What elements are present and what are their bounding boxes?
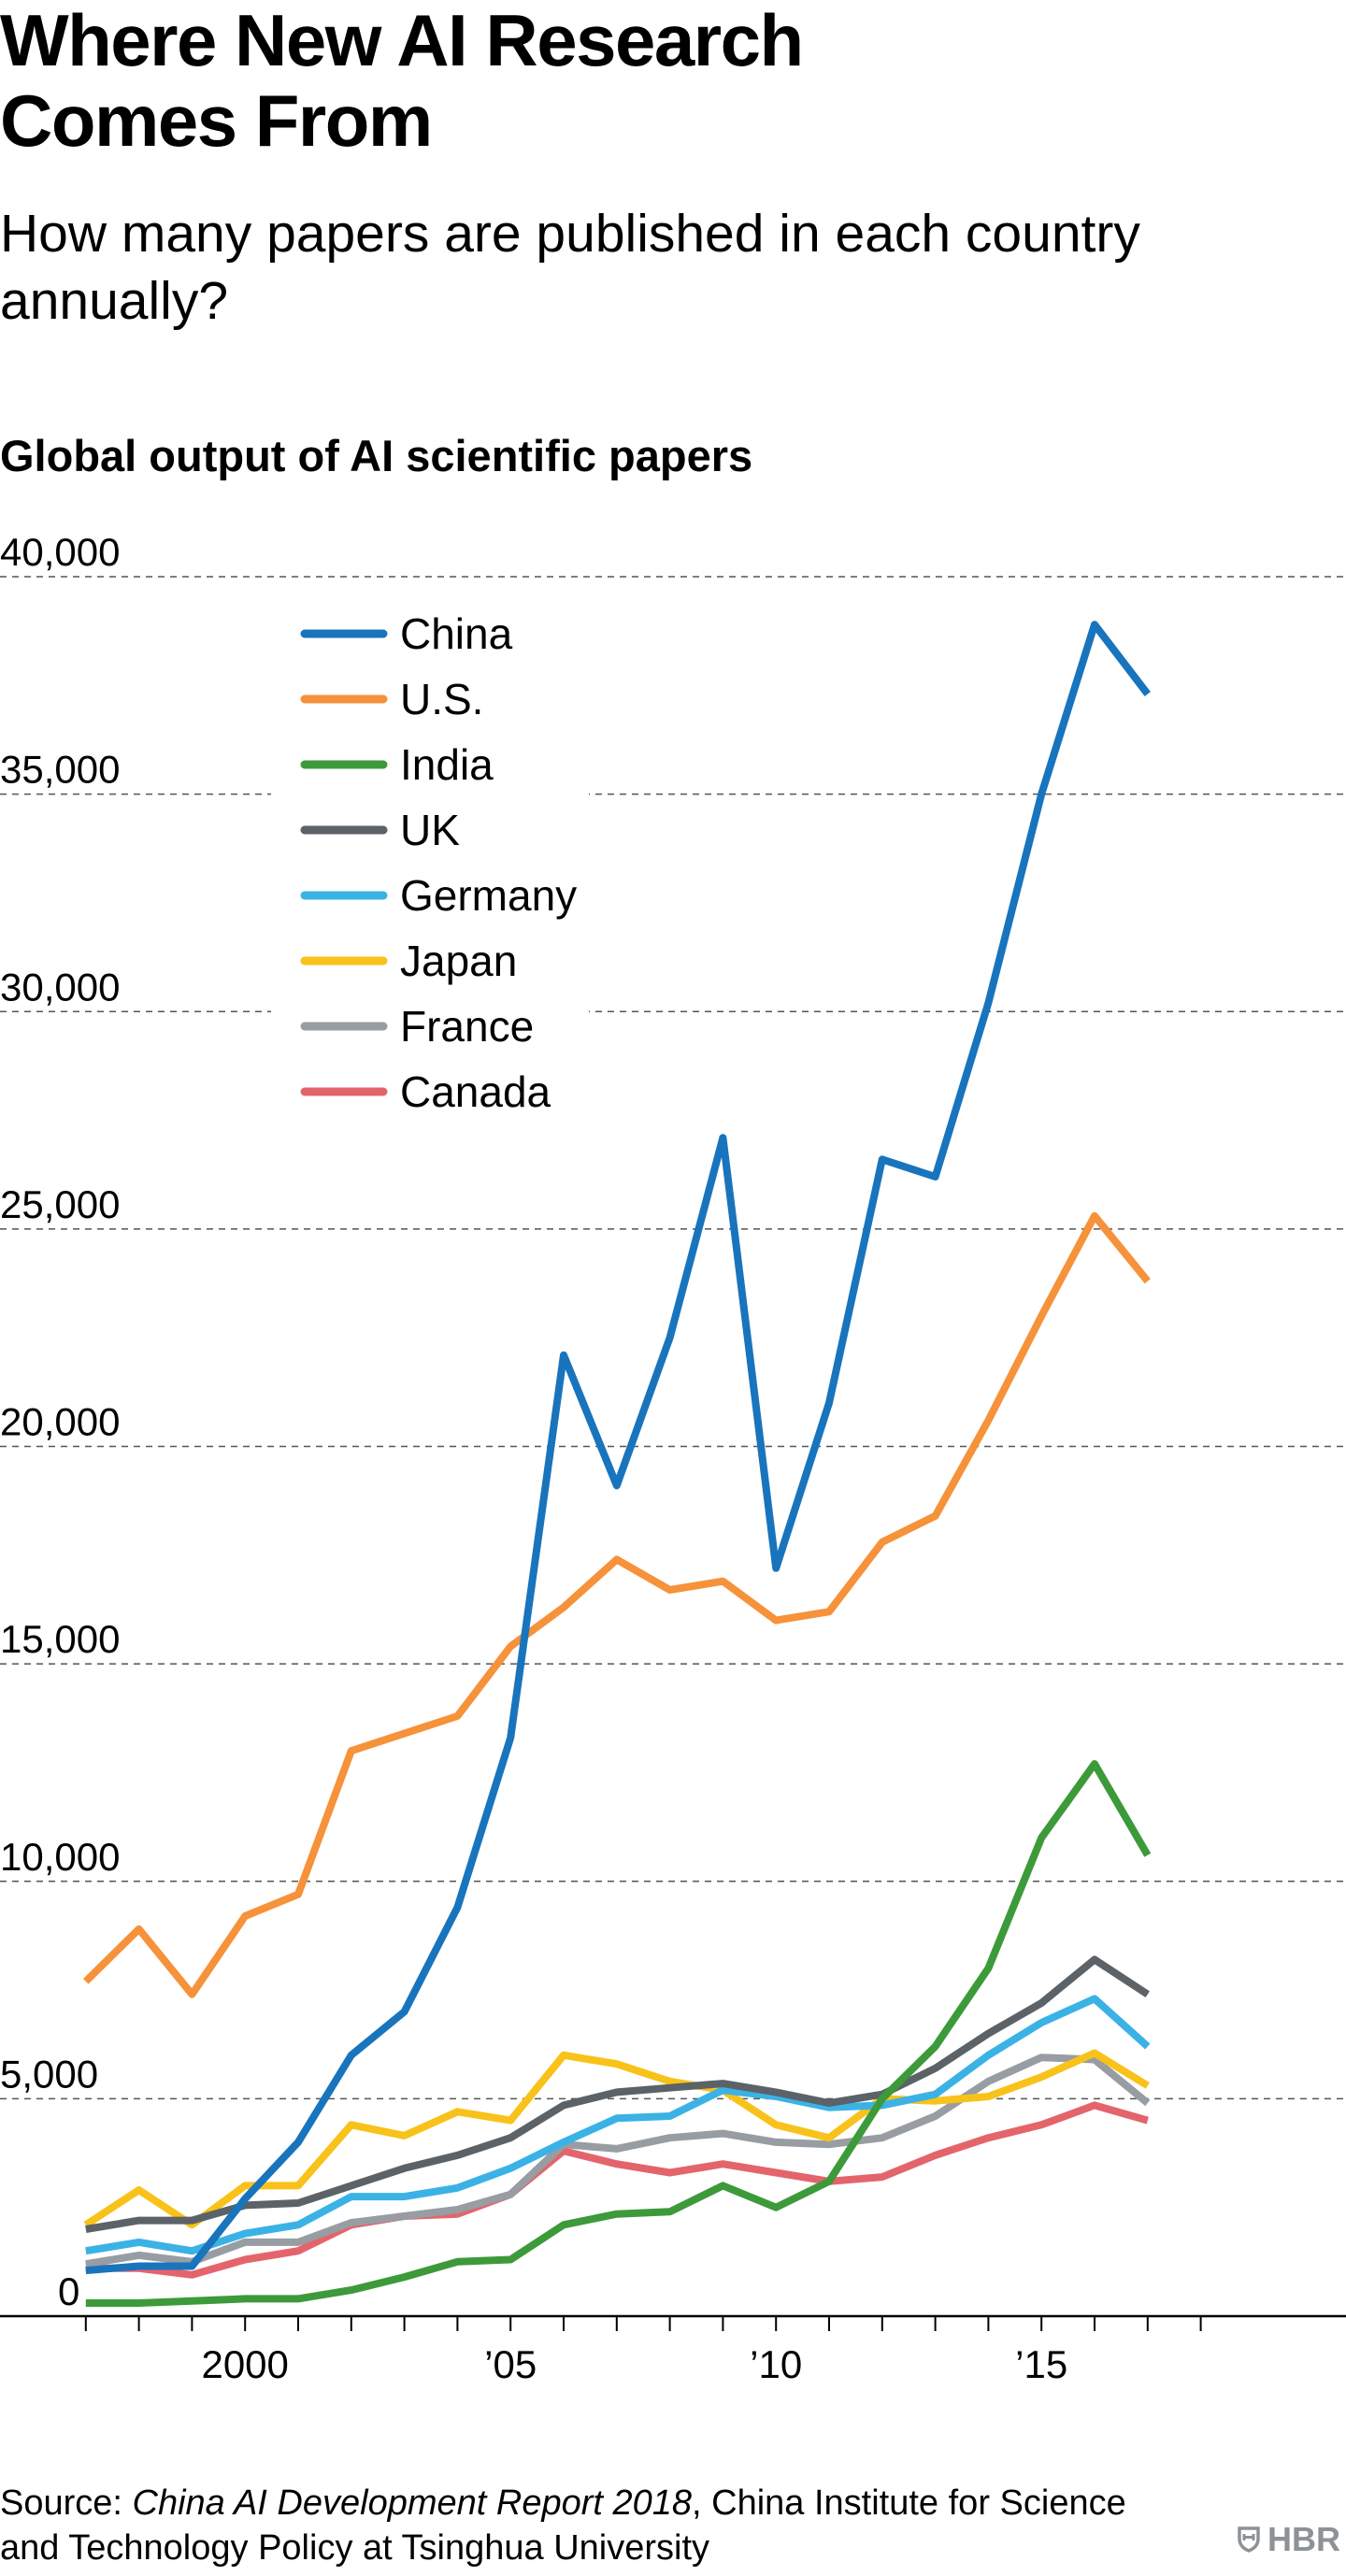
series-line-china (85, 621, 1151, 2275)
source-prefix: Source: (0, 2483, 133, 2523)
y-tick-label: 20,000 (0, 1400, 120, 1444)
series-line-france (85, 2054, 1151, 2268)
source-report-title: China AI Development Report 2018 (132, 2483, 693, 2523)
series-line-canada (85, 2101, 1149, 2279)
y-axis-tick-labels: 0 5,000 10,000 15,000 20,000 25,000 30,000 35,0… (0, 530, 120, 2313)
x-tick-label: ’15 (1015, 2342, 1067, 2386)
y-tick-label: 25,000 (0, 1182, 120, 1226)
y-tick-label: 5,000 (0, 2052, 98, 2096)
legend-label: U.S. (400, 675, 483, 723)
series-line-japan (83, 2049, 1150, 2229)
chart-main-title: Where New AI Research Comes From (0, 0, 1309, 161)
gridlines (0, 576, 1346, 2100)
series-line-india (85, 1760, 1152, 2307)
shield-icon (1238, 2526, 1260, 2553)
legend-label: Germany (400, 871, 577, 920)
x-tick-label: ’10 (750, 2342, 802, 2386)
legend-label: India (400, 740, 494, 789)
y-tick-label: 10,000 (0, 1835, 120, 1879)
series-line-uk (85, 1955, 1150, 2233)
legend-label: Canada (400, 1067, 551, 1116)
chart-title: Global output of AI scientific papers (0, 431, 753, 480)
hbr-logo: HBR (1238, 2520, 1340, 2559)
series-line-us (82, 1211, 1151, 1998)
title-line-1: Where New AI Research (0, 0, 804, 81)
legend-label: China (400, 609, 513, 658)
source-institution: , China Institute for Science and Techno… (0, 2483, 1126, 2568)
title-line-2: Comes From (0, 79, 433, 162)
legend-label: France (400, 1002, 534, 1051)
legend-label: UK (400, 806, 460, 854)
source-note: Source: China AI Development Report 2018… (0, 2481, 1168, 2570)
y-tick-label: 30,000 (0, 965, 120, 1009)
y-tick-label: 35,000 (0, 748, 120, 792)
series-line-germany (85, 1995, 1151, 2255)
legend-label: Japan (400, 937, 517, 985)
x-axis: 2000 ’05 ’10 ’15 (0, 2314, 1346, 2386)
legend-background (271, 596, 589, 1129)
y-tick-label: 15,000 (0, 1617, 120, 1661)
y-tick-label: 40,000 (0, 530, 120, 574)
line-chart: 0 5,000 10,000 15,000 20,000 25,000 30,000 35,0… (0, 530, 1346, 2386)
x-tick-label: ’05 (484, 2342, 537, 2386)
series-lines (82, 621, 1152, 2307)
legend: China U.S. India UK Germany Japan France Canada (271, 596, 589, 1129)
y-tick-label: 0 (58, 2269, 79, 2313)
logo-text: HBR (1267, 2520, 1340, 2558)
chart-subtitle: How many papers are published in each co… (0, 204, 1140, 331)
x-tick-label: 2000 (201, 2342, 288, 2386)
